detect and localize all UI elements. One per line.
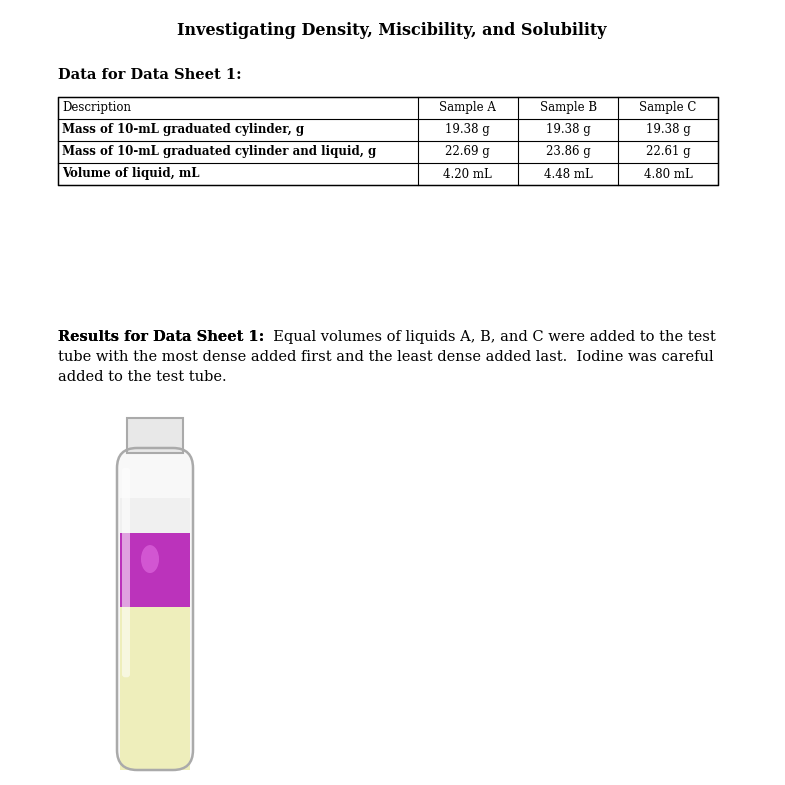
Text: 23.86 g: 23.86 g: [546, 145, 590, 159]
Text: Results for Data Sheet 1:: Results for Data Sheet 1:: [58, 330, 265, 344]
Bar: [120, 607, 190, 770]
Text: Mass of 10-mL graduated cylinder, g: Mass of 10-mL graduated cylinder, g: [62, 123, 304, 137]
Text: tube with the most dense added first and the least dense added last.  Iodine was: tube with the most dense added first and…: [58, 350, 714, 364]
Bar: [120, 498, 190, 533]
Text: Description: Description: [62, 101, 131, 115]
Ellipse shape: [120, 740, 190, 770]
Text: 4.80 mL: 4.80 mL: [644, 167, 692, 181]
Text: 22.69 g: 22.69 g: [445, 145, 491, 159]
Text: Volume of liquid, mL: Volume of liquid, mL: [62, 167, 199, 181]
Text: Sample C: Sample C: [640, 101, 697, 115]
Text: added to the test tube.: added to the test tube.: [58, 370, 227, 384]
Text: Equal volumes of liquids A, B, and C were added to the test: Equal volumes of liquids A, B, and C wer…: [265, 330, 716, 344]
Bar: [127, 418, 183, 453]
Text: 19.38 g: 19.38 g: [646, 123, 691, 137]
Text: Investigating Density, Miscibility, and Solubility: Investigating Density, Miscibility, and …: [177, 22, 607, 39]
Text: 4.20 mL: 4.20 mL: [444, 167, 492, 181]
Text: Sample B: Sample B: [539, 101, 597, 115]
FancyBboxPatch shape: [122, 468, 130, 677]
Bar: [120, 533, 190, 607]
Bar: [58, 97, 718, 185]
Ellipse shape: [141, 545, 159, 573]
FancyBboxPatch shape: [117, 448, 193, 770]
Text: Sample A: Sample A: [440, 101, 496, 115]
Bar: [127, 418, 183, 453]
Text: 4.48 mL: 4.48 mL: [544, 167, 593, 181]
Text: 19.38 g: 19.38 g: [546, 123, 590, 137]
Text: 22.61 g: 22.61 g: [646, 145, 691, 159]
Text: 19.38 g: 19.38 g: [445, 123, 491, 137]
Text: Mass of 10-mL graduated cylinder and liquid, g: Mass of 10-mL graduated cylinder and liq…: [62, 145, 376, 159]
Text: Results for Data Sheet 1:: Results for Data Sheet 1:: [58, 330, 265, 344]
Text: Data for Data Sheet 1:: Data for Data Sheet 1:: [58, 68, 242, 82]
